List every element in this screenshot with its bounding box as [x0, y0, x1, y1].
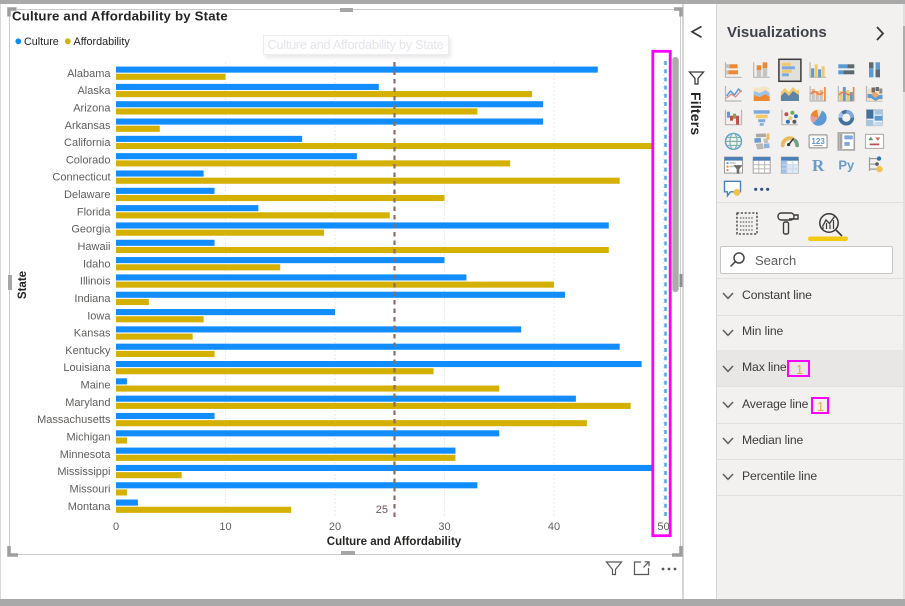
- svg-text:Kentucky: Kentucky: [65, 345, 111, 357]
- svg-text:Colorado: Colorado: [66, 154, 111, 166]
- svg-text:Massachusetts: Massachusetts: [37, 414, 111, 426]
- svg-text:Florida: Florida: [77, 206, 112, 218]
- svg-text:Mississippi: Mississippi: [57, 466, 110, 478]
- svg-text:California: California: [64, 137, 111, 149]
- svg-text:Missouri: Missouri: [70, 483, 111, 495]
- svg-text:Culture and Affordability by S: Culture and Affordability by State: [12, 9, 228, 24]
- svg-text:Alabama: Alabama: [67, 68, 111, 80]
- svg-text:Minnesota: Minnesota: [60, 449, 112, 461]
- svg-text:Delaware: Delaware: [64, 189, 110, 201]
- svg-text:Alaska: Alaska: [77, 85, 111, 97]
- svg-text:Culture: Culture: [24, 36, 59, 48]
- svg-text:Py: Py: [838, 158, 855, 173]
- svg-text:0: 0: [113, 521, 119, 533]
- svg-text:10: 10: [219, 521, 231, 533]
- svg-text:Michigan: Michigan: [66, 432, 110, 444]
- svg-text:50: 50: [657, 521, 669, 533]
- svg-text:Montana: Montana: [68, 501, 112, 513]
- svg-text:R: R: [812, 156, 825, 175]
- svg-text:Iowa: Iowa: [87, 310, 111, 322]
- svg-text:Louisiana: Louisiana: [63, 362, 111, 374]
- svg-text:123: 123: [811, 137, 825, 146]
- svg-text:Indiana: Indiana: [74, 293, 111, 305]
- svg-text:30: 30: [438, 521, 450, 533]
- svg-text:Georgia: Georgia: [71, 224, 111, 236]
- svg-text:Affordability: Affordability: [74, 36, 131, 48]
- svg-text:Arkansas: Arkansas: [65, 120, 111, 132]
- svg-text:Connecticut: Connecticut: [52, 172, 110, 184]
- svg-text:Arizona: Arizona: [73, 102, 111, 114]
- svg-text:25: 25: [376, 504, 388, 516]
- svg-text:Idaho: Idaho: [83, 258, 111, 270]
- svg-text:20: 20: [329, 521, 341, 533]
- svg-text:Hawaii: Hawaii: [77, 241, 110, 253]
- svg-text:Maryland: Maryland: [65, 397, 110, 409]
- svg-text:Culture and Affordability: Culture and Affordability: [327, 536, 462, 548]
- svg-text:Kansas: Kansas: [74, 328, 111, 340]
- svg-text:40: 40: [548, 521, 560, 533]
- svg-text:Illinois: Illinois: [80, 276, 111, 288]
- svg-text:State: State: [17, 271, 29, 299]
- svg-text:Maine: Maine: [81, 380, 111, 392]
